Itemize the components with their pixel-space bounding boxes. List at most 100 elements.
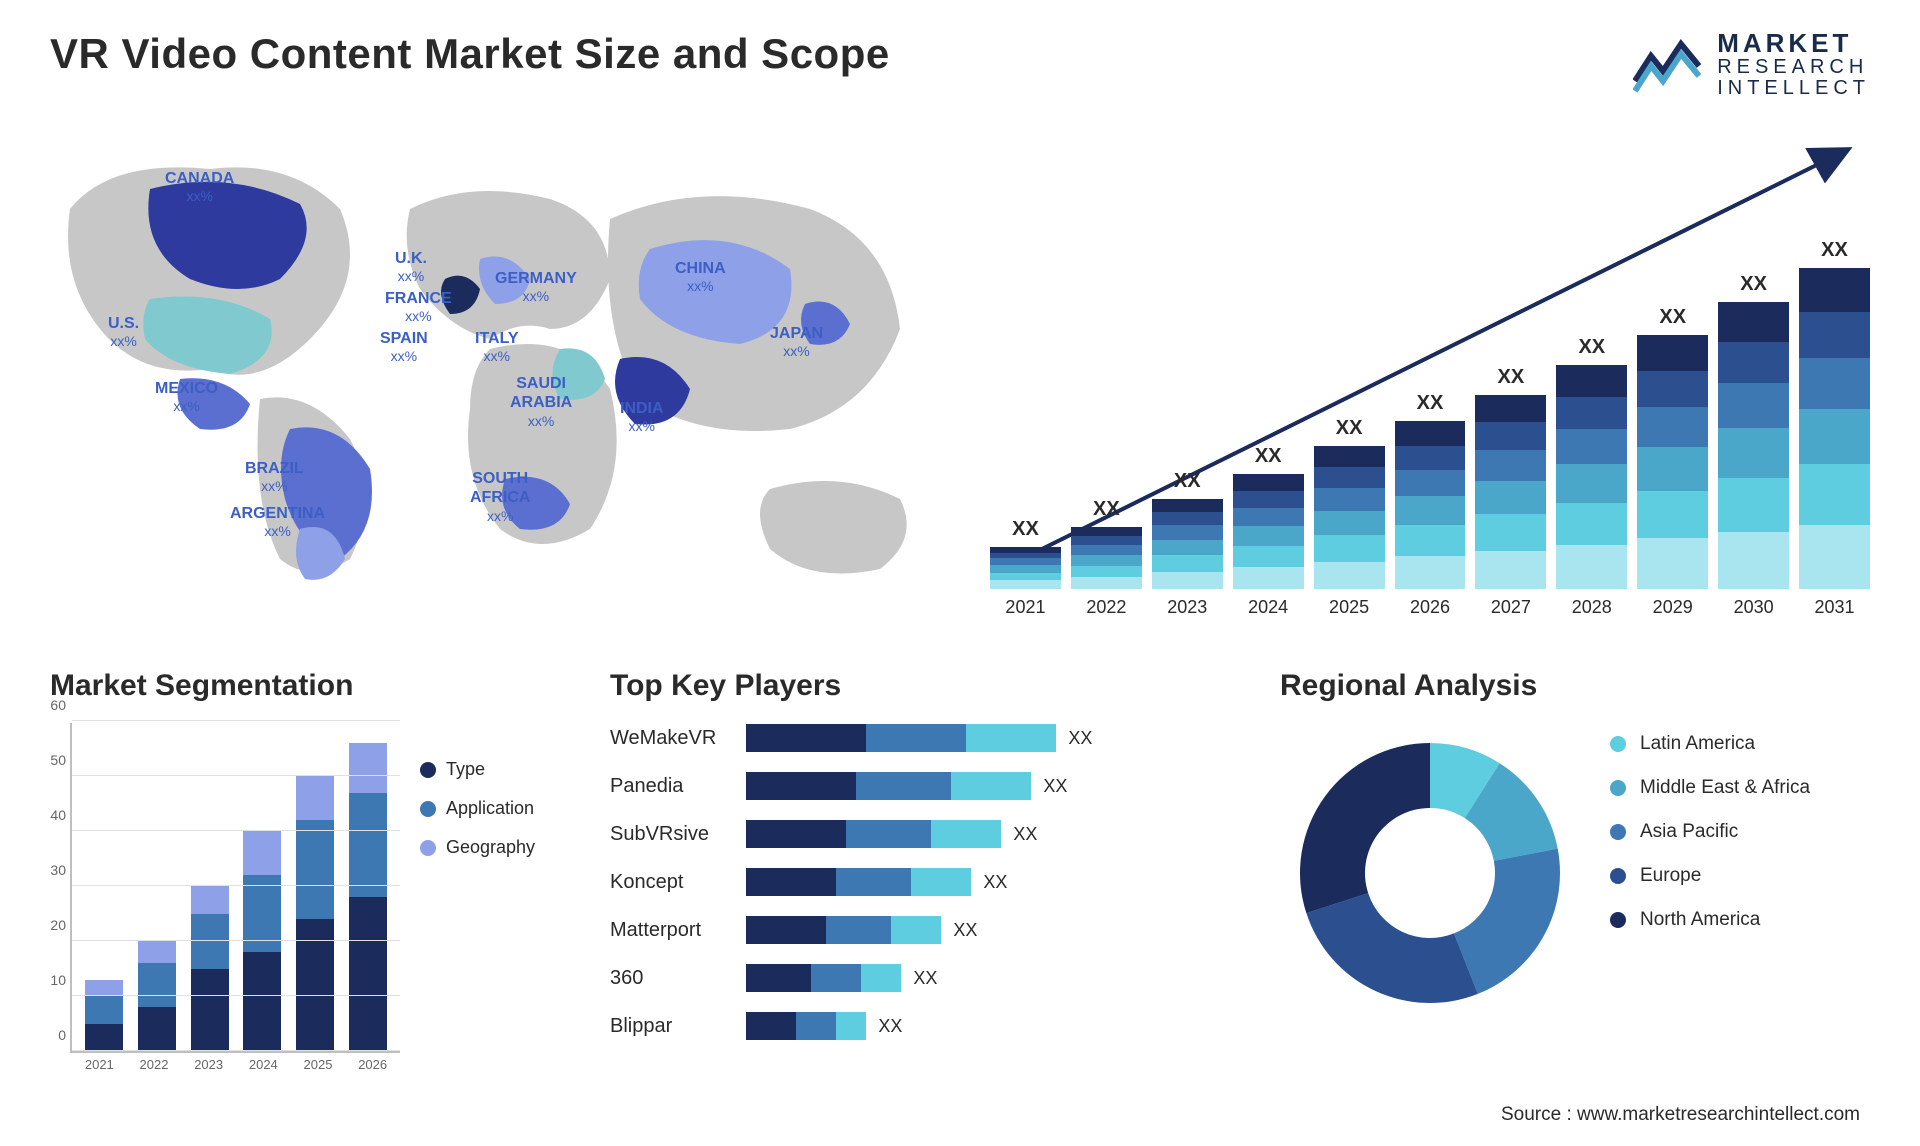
map-label: JAPANxx% bbox=[770, 324, 823, 360]
donut-slice bbox=[1300, 743, 1430, 913]
player-bar-row: XX bbox=[746, 819, 1092, 849]
regional-title: Regional Analysis bbox=[1280, 669, 1870, 703]
player-name: Blippar bbox=[610, 1011, 716, 1041]
map-label: SOUTHAFRICAxx% bbox=[470, 469, 530, 524]
player-bar-row: XX bbox=[746, 915, 1092, 945]
map-label: INDIAxx% bbox=[620, 399, 664, 435]
x-axis-label: 2023 bbox=[1167, 597, 1207, 618]
player-name: Matterport bbox=[610, 915, 716, 945]
map-label: FRANCExx% bbox=[385, 289, 452, 325]
y-axis-label: 40 bbox=[50, 807, 72, 823]
y-axis-label: 30 bbox=[50, 862, 72, 878]
legend-item: Application bbox=[420, 798, 535, 819]
bar-value-label: XX bbox=[1093, 498, 1120, 521]
regional-donut bbox=[1280, 723, 1580, 1023]
bar-value-label: XX bbox=[1255, 445, 1282, 468]
growth-chart: XX2021XX2022XX2023XX2024XX2025XX2026XX20… bbox=[990, 129, 1870, 629]
legend-item: Geography bbox=[420, 837, 535, 858]
legend-item: Europe bbox=[1610, 865, 1810, 887]
player-value-label: XX bbox=[1068, 728, 1092, 749]
player-name: Koncept bbox=[610, 867, 716, 897]
map-label: SPAINxx% bbox=[380, 329, 428, 365]
world-map: CANADAxx%U.S.xx%MEXICOxx%BRAZILxx%ARGENT… bbox=[50, 129, 950, 629]
player-name: 360 bbox=[610, 963, 716, 993]
players-labels: WeMakeVRPanediaSubVRsiveKonceptMatterpor… bbox=[610, 723, 716, 1041]
x-axis-label: 2022 bbox=[140, 1057, 169, 1072]
player-bar-row: XX bbox=[746, 771, 1092, 801]
growth-bar: XX2031 bbox=[1799, 268, 1870, 590]
player-value-label: XX bbox=[1043, 776, 1067, 797]
donut-slice bbox=[1306, 893, 1477, 1003]
y-axis-label: 10 bbox=[50, 972, 72, 988]
player-name: SubVRsive bbox=[610, 819, 716, 849]
map-label: SAUDIARABIAxx% bbox=[510, 374, 572, 429]
logo-text-3: INTELLECT bbox=[1717, 78, 1870, 99]
top-row: CANADAxx%U.S.xx%MEXICOxx%BRAZILxx%ARGENT… bbox=[50, 129, 1870, 629]
segmentation-bar bbox=[191, 886, 229, 1051]
player-value-label: XX bbox=[1013, 824, 1037, 845]
logo-text-2: RESEARCH bbox=[1717, 57, 1870, 78]
x-axis-label: 2026 bbox=[1410, 597, 1450, 618]
x-axis-label: 2022 bbox=[1086, 597, 1126, 618]
growth-bar: XX2024 bbox=[1233, 474, 1304, 589]
legend-item: Type bbox=[420, 759, 535, 780]
map-label: CHINAxx% bbox=[675, 259, 726, 295]
bottom-row: Market Segmentation 01020304050602021202… bbox=[50, 669, 1870, 1089]
growth-bar: XX2022 bbox=[1071, 527, 1142, 589]
x-axis-label: 2023 bbox=[194, 1057, 223, 1072]
player-bar-row: XX bbox=[746, 723, 1092, 753]
regional-panel: Regional Analysis Latin America Middle Ea… bbox=[1280, 669, 1870, 1089]
source-footer: Source : www.marketresearchintellect.com bbox=[1501, 1104, 1860, 1126]
bar-value-label: XX bbox=[1012, 518, 1039, 541]
player-value-label: XX bbox=[983, 872, 1007, 893]
segmentation-chart: 0102030405060202120222023202420252026 bbox=[70, 723, 400, 1053]
x-axis-label: 2031 bbox=[1814, 597, 1854, 618]
legend-item: Middle East & Africa bbox=[1610, 777, 1810, 799]
x-axis-label: 2021 bbox=[1005, 597, 1045, 618]
x-axis-label: 2024 bbox=[249, 1057, 278, 1072]
x-axis-label: 2028 bbox=[1572, 597, 1612, 618]
x-axis-label: 2021 bbox=[85, 1057, 114, 1072]
segmentation-panel: Market Segmentation 01020304050602021202… bbox=[50, 669, 580, 1089]
map-label: U.S.xx% bbox=[108, 314, 139, 350]
player-name: WeMakeVR bbox=[610, 723, 716, 753]
map-label: BRAZILxx% bbox=[245, 459, 304, 495]
donut-slice bbox=[1454, 849, 1560, 994]
regional-legend: Latin America Middle East & Africa Asia Pa… bbox=[1610, 733, 1810, 931]
bar-value-label: XX bbox=[1336, 417, 1363, 440]
bar-value-label: XX bbox=[1578, 336, 1605, 359]
segmentation-bar bbox=[349, 743, 387, 1051]
y-axis-label: 0 bbox=[58, 1027, 72, 1043]
map-label: GERMANYxx% bbox=[495, 269, 577, 305]
player-bar-row: XX bbox=[746, 867, 1092, 897]
y-axis-label: 60 bbox=[50, 697, 72, 713]
bar-value-label: XX bbox=[1174, 470, 1201, 493]
legend-item: Latin America bbox=[1610, 733, 1810, 755]
growth-bar: XX2030 bbox=[1718, 302, 1789, 589]
player-value-label: XX bbox=[878, 1016, 902, 1037]
bar-value-label: XX bbox=[1659, 306, 1686, 329]
player-value-label: XX bbox=[953, 920, 977, 941]
player-bar-row: XX bbox=[746, 963, 1092, 993]
segmentation-bar bbox=[138, 941, 176, 1051]
bar-value-label: XX bbox=[1821, 239, 1848, 262]
player-bar-row: XX bbox=[746, 1011, 1092, 1041]
x-axis-label: 2030 bbox=[1734, 597, 1774, 618]
segmentation-title: Market Segmentation bbox=[50, 669, 580, 703]
legend-item: Asia Pacific bbox=[1610, 821, 1810, 843]
brand-logo: MARKET RESEARCH INTELLECT bbox=[1633, 30, 1870, 99]
growth-bar: XX2028 bbox=[1556, 365, 1627, 589]
map-label: MEXICOxx% bbox=[155, 379, 218, 415]
legend-item: North America bbox=[1610, 909, 1810, 931]
logo-mark-icon bbox=[1633, 36, 1703, 94]
x-axis-label: 2029 bbox=[1653, 597, 1693, 618]
page-title: VR Video Content Market Size and Scope bbox=[50, 30, 890, 78]
player-value-label: XX bbox=[913, 968, 937, 989]
growth-bar: XX2029 bbox=[1637, 335, 1708, 589]
segmentation-bar bbox=[296, 776, 334, 1051]
x-axis-label: 2026 bbox=[358, 1057, 387, 1072]
players-bars: XX XX XX XX XX XX XX bbox=[746, 723, 1092, 1041]
bar-value-label: XX bbox=[1740, 273, 1767, 296]
players-title: Top Key Players bbox=[610, 669, 1250, 703]
growth-bar: XX2026 bbox=[1395, 421, 1466, 589]
